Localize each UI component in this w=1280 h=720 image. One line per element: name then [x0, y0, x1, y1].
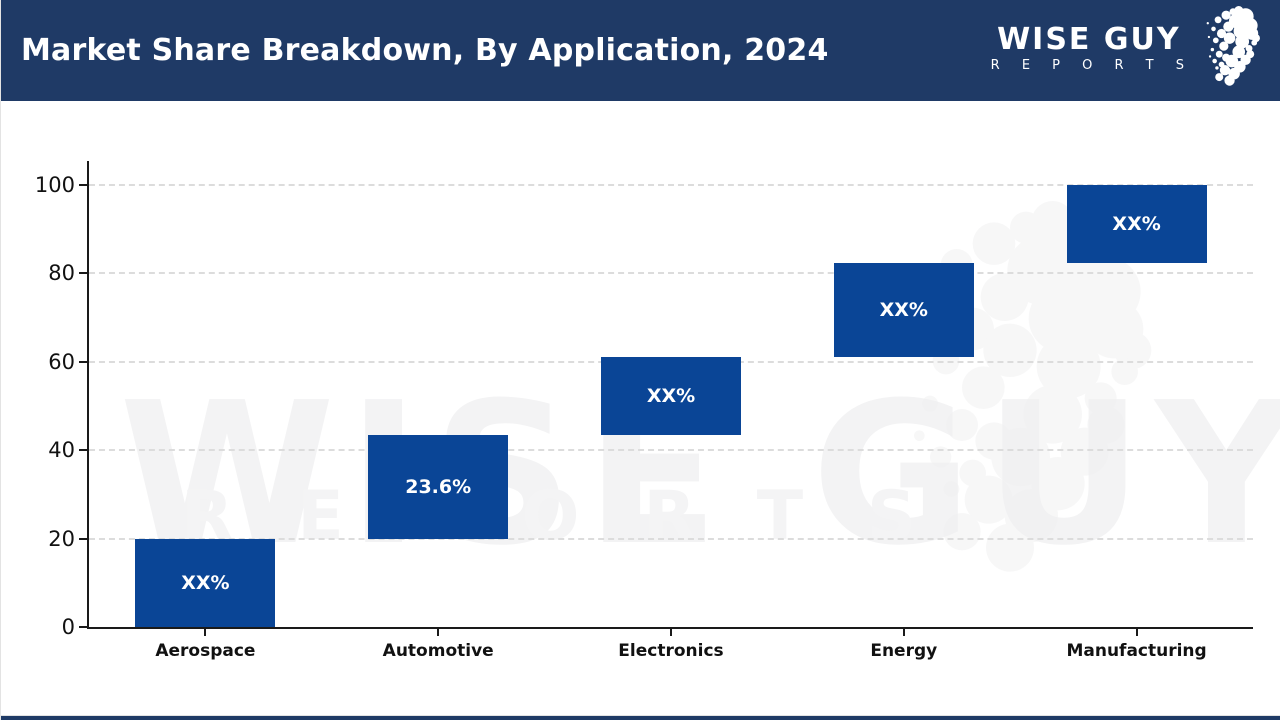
gridline-y-40 — [89, 449, 1253, 452]
y-tick-label-40: 40 — [48, 438, 75, 463]
bar-automotive: 23.6% — [368, 435, 509, 540]
x-category-label: Aerospace — [155, 641, 256, 661]
x-tick-1 — [437, 629, 440, 636]
chart-figure: WISE GUY REPORTS 0 20 40 60 80 100 XX% Aerospac… — [1, 101, 1280, 716]
gridline-y-100 — [89, 183, 1253, 186]
bar-value-label: XX% — [181, 572, 230, 595]
bar-manufacturing: XX% — [1066, 184, 1207, 263]
chart-title: Market Share Breakdown, By Application, … — [21, 33, 829, 68]
x-category-label: Automotive — [382, 641, 494, 661]
x-category-label: Energy — [870, 641, 938, 661]
dotted-head-icon — [1206, 6, 1260, 86]
y-tick-label-60: 60 — [48, 349, 75, 374]
x-tick-2 — [670, 629, 672, 636]
y-tick-100 — [79, 183, 88, 186]
y-tick-0 — [79, 626, 88, 628]
y-axis-spine — [87, 161, 89, 629]
bar-value-label: XX% — [646, 385, 696, 408]
y-tick-40 — [79, 449, 88, 452]
y-tick-20 — [79, 537, 88, 540]
x-tick-0 — [204, 629, 207, 636]
gridline-y-80 — [89, 272, 1253, 275]
x-category-label: Manufacturing — [1066, 641, 1207, 661]
x-tick-4 — [1135, 629, 1138, 636]
gridline-y-20 — [89, 537, 1253, 540]
y-tick-label-100: 100 — [34, 172, 75, 197]
logo-subtitle: R E P O R T S — [990, 58, 1193, 73]
y-tick-label-20: 20 — [48, 526, 75, 551]
bottom-hairline — [1, 715, 1280, 716]
watermark-dotted-head — [903, 201, 1152, 572]
y-tick-60 — [79, 360, 88, 363]
x-axis-spine — [89, 627, 1253, 629]
y-tick-label-0: 0 — [61, 615, 75, 639]
y-tick-label-80: 80 — [48, 261, 75, 286]
bar-energy: XX% — [833, 262, 974, 358]
x-category-label: Electronics — [618, 641, 724, 661]
footer-strip — [1, 716, 1280, 720]
logo-text: WISE GUY R E P O R T S — [985, 24, 1193, 74]
bar-aerospace: XX% — [135, 539, 276, 627]
logo-wordmark: WISE GUY — [997, 22, 1181, 57]
bar-value-label: XX% — [879, 299, 928, 321]
bar-value-label: 23.6% — [405, 476, 472, 499]
x-tick-3 — [902, 629, 905, 636]
header-banner: Market Share Breakdown, By Application, … — [1, 0, 1280, 101]
wise-guy-reports-logo: WISE GUY R E P O R T S — [985, 6, 1269, 92]
bar-value-label: XX% — [1112, 212, 1161, 235]
bar-electronics: XX% — [601, 357, 741, 436]
y-tick-80 — [79, 272, 88, 275]
